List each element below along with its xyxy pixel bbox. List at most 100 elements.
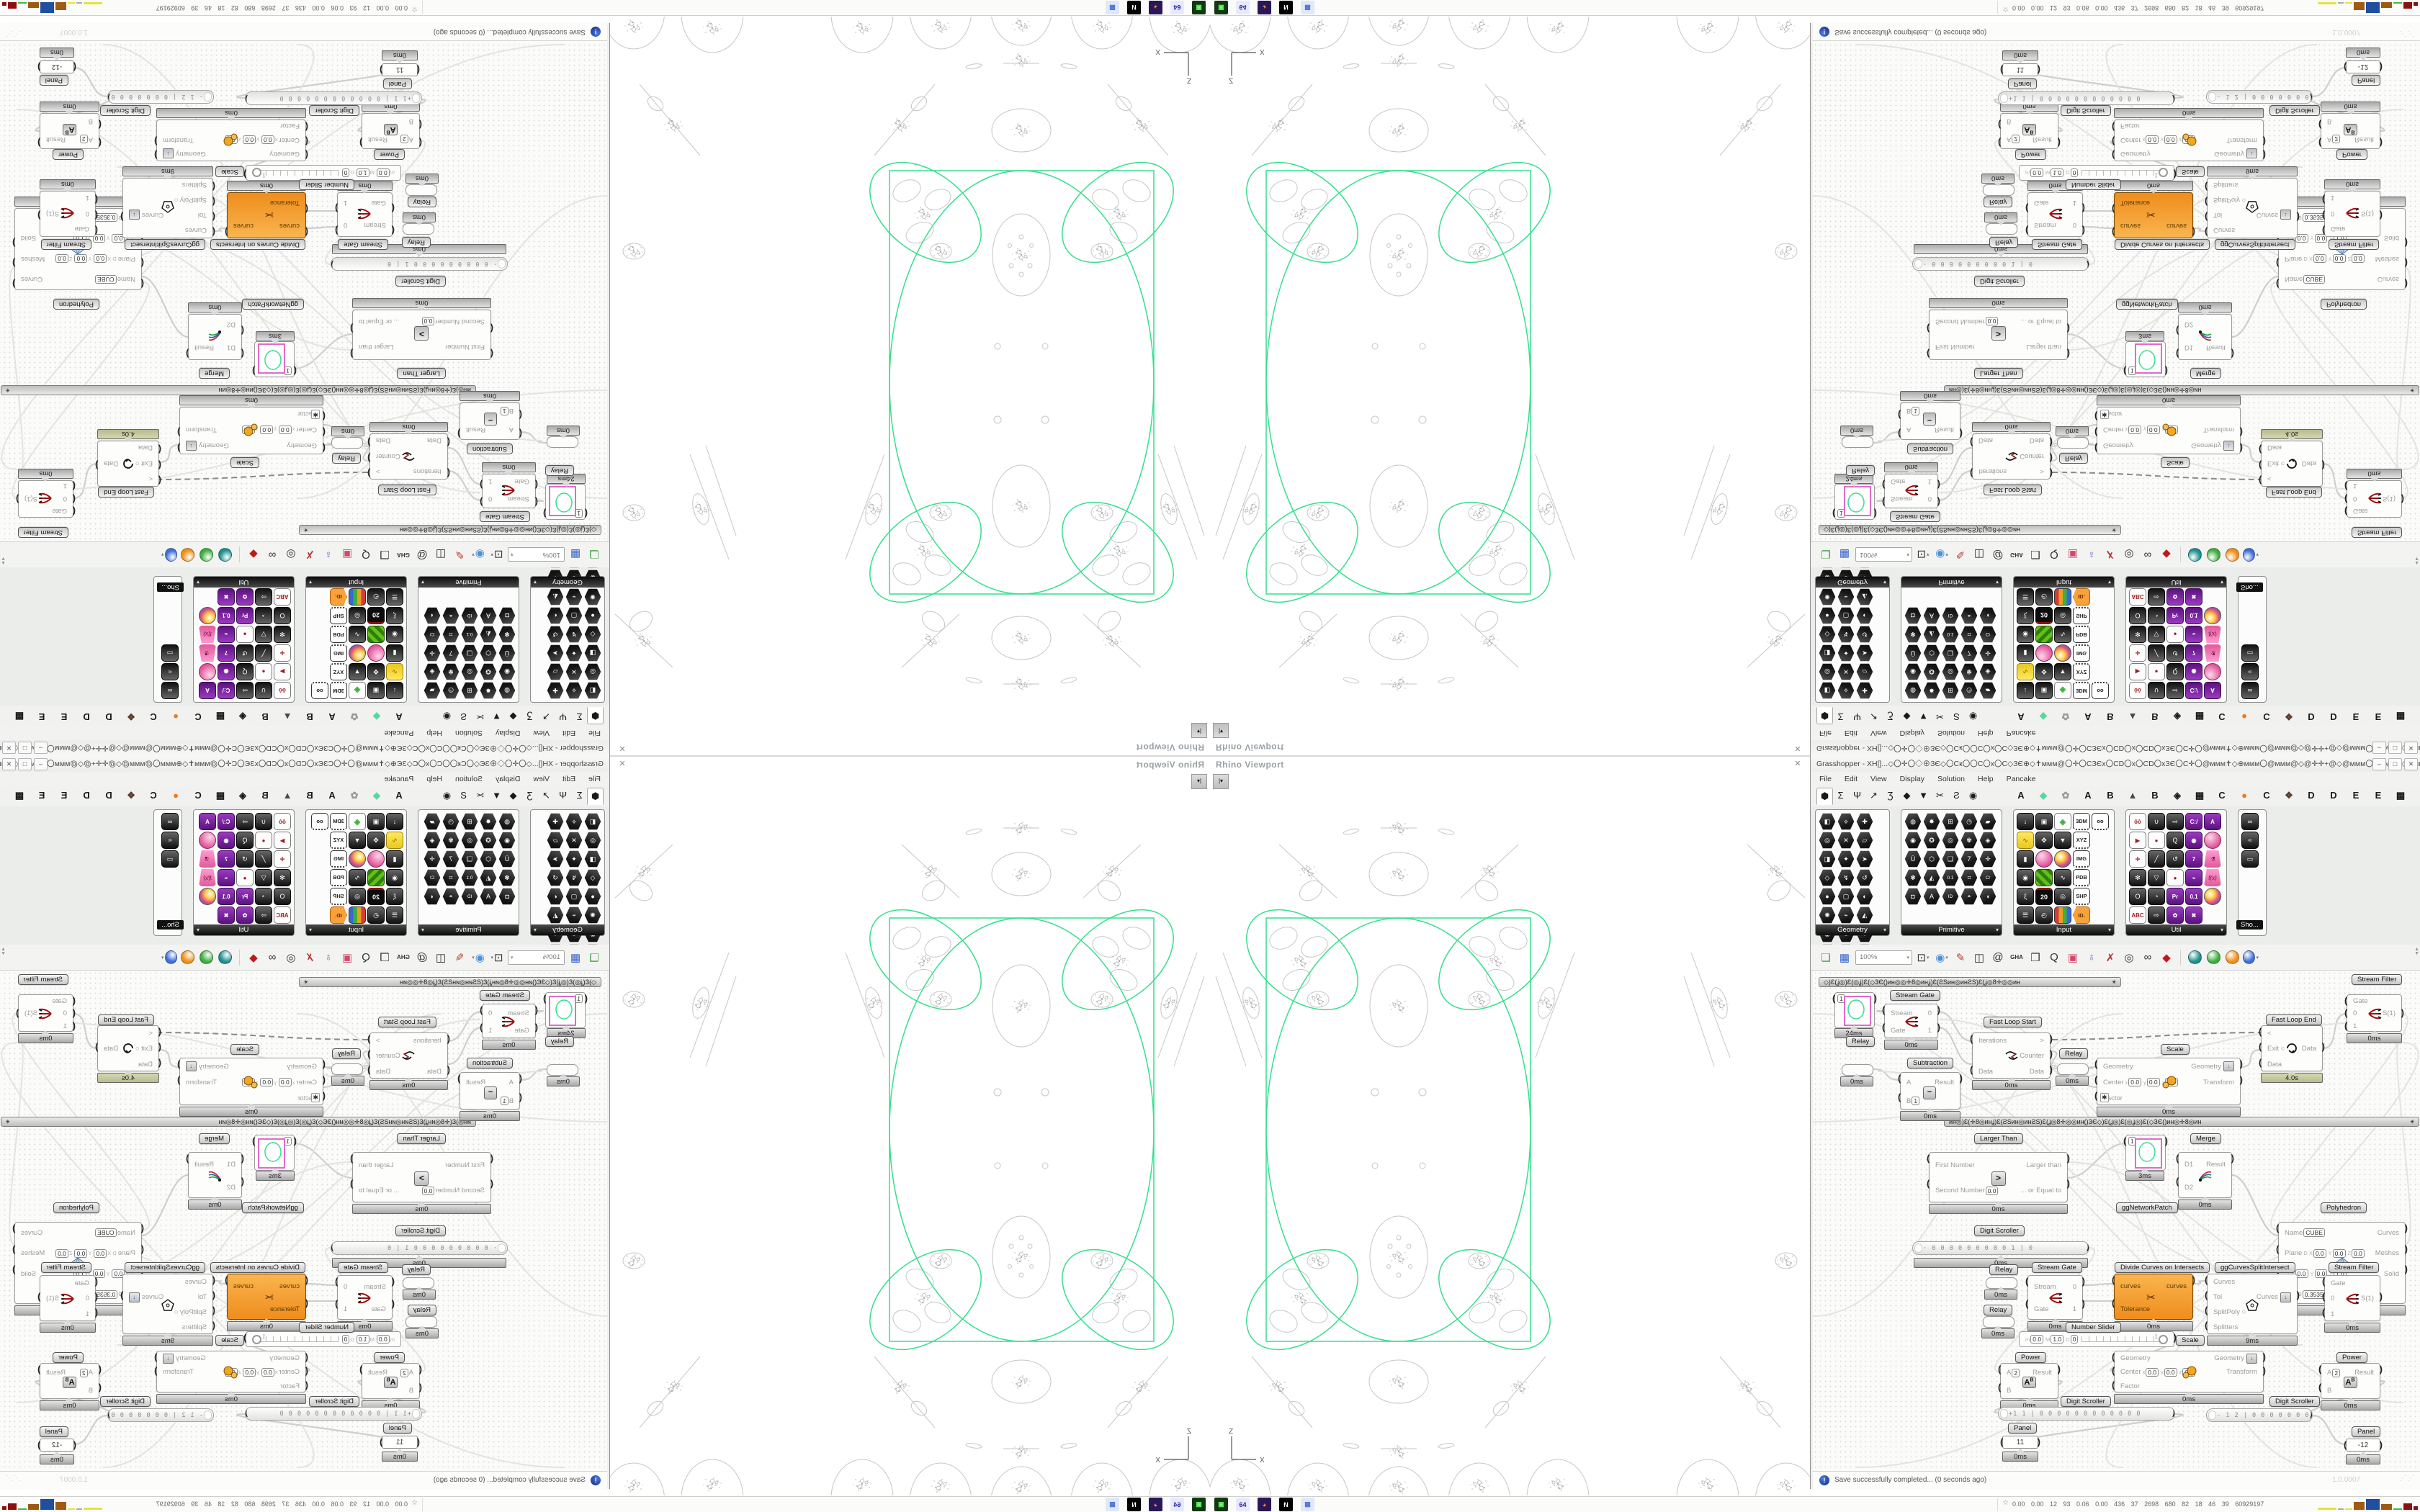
palette-component-icon[interactable]: ✾ bbox=[1960, 663, 1978, 680]
port-jack[interactable]: ( bbox=[2205, 1305, 2208, 1315]
port-jack[interactable]: ( bbox=[72, 493, 76, 505]
tab-plugin-7[interactable]: ◈ bbox=[2174, 790, 2181, 801]
tab-category-6-icon[interactable]: ▼ bbox=[1919, 790, 1928, 801]
menu-item-edit[interactable]: Edit bbox=[562, 774, 576, 783]
group-bar-button[interactable]: ✴ bbox=[2111, 526, 2117, 534]
palette-component-icon[interactable]: ↺ bbox=[236, 850, 254, 868]
name-tag-relay[interactable]: Relay bbox=[331, 1048, 361, 1059]
value-box[interactable]: 2 bbox=[2332, 1368, 2341, 1377]
port-jack[interactable]: ) bbox=[367, 437, 371, 449]
taskbar-app-system-monitor[interactable]: ▣ bbox=[1214, 1, 1228, 14]
port-jack[interactable]: ) bbox=[2057, 138, 2061, 148]
tab-plugin-14[interactable]: D bbox=[2330, 790, 2337, 801]
palette-component-icon[interactable] bbox=[2035, 626, 2053, 643]
palette-component-icon[interactable]: ▭ bbox=[161, 644, 179, 662]
node-gg-curves-split-intersect[interactable]: (Curves(Tol Curves ↓)(SplitPoly ○(Splitter… bbox=[2205, 1274, 2300, 1334]
name-tag-panel[interactable]: Panel bbox=[382, 78, 412, 89]
menu-item-solution[interactable]: Solution bbox=[455, 774, 483, 783]
palette-component-icon[interactable]: ◇ bbox=[584, 869, 601, 886]
name-tag-power[interactable]: Power bbox=[2336, 149, 2367, 160]
port-jack[interactable]: ( bbox=[2112, 1274, 2115, 1285]
tab-category-7-icon[interactable]: ✂ bbox=[476, 711, 484, 722]
palette-component-icon[interactable]: ✖ bbox=[2185, 906, 2202, 924]
tab-category-9-icon[interactable]: ◉ bbox=[1968, 790, 1978, 801]
palette-component-icon[interactable]: ◈ bbox=[1979, 832, 1996, 849]
node-divide-curves-on-intersects[interactable]: (curves curves)(Tolerance ✂ bbox=[2112, 192, 2195, 238]
menu-item-help[interactable]: Help bbox=[1977, 774, 1994, 783]
group-title-bar[interactable]: ◇)Ɛ(ʝ◎)Ɛ(◎ʝ)Ɛ(◇ЗЄ()ин◎◎✛8◎инʝ)Ɛ(ƧSин◎инƧ… bbox=[1819, 525, 2121, 535]
name-tag-divide-curves-on-intersects[interactable]: Divide Curves on Intersects bbox=[2115, 1262, 2210, 1273]
value-box[interactable]: 0.0 bbox=[74, 254, 88, 264]
window-titlebar[interactable]: Grasshopper - XH[]...◇〇✛〇◇⊕ЗЄ◇〇Cк〇〇C〇х〇C… bbox=[0, 756, 609, 773]
chevron-down-icon[interactable]: ▾ bbox=[534, 579, 537, 585]
port-jack[interactable]: ( bbox=[72, 506, 76, 517]
minimize-button[interactable]: – bbox=[2372, 758, 2386, 770]
palette-component-icon[interactable]: ◍ bbox=[1904, 682, 1922, 699]
palette-component-icon[interactable]: ▰ bbox=[424, 682, 441, 699]
palette-component-icon[interactable]: ⚗ bbox=[2204, 644, 2221, 662]
palette-component-icon[interactable]: ◷ bbox=[1960, 682, 1978, 699]
palette-component-icon[interactable]: A bbox=[2204, 813, 2221, 830]
port-jack[interactable]: ) bbox=[2379, 1364, 2383, 1374]
name-tag-subtraction[interactable]: Subtraction bbox=[466, 444, 513, 454]
value-box[interactable]: 0.0 bbox=[2352, 254, 2365, 264]
port-jack[interactable]: ( bbox=[2276, 258, 2280, 269]
tab-category-3-icon[interactable]: ↗ bbox=[1870, 711, 1878, 722]
node-power[interactable]: (A 2 Result)(B AB bbox=[2318, 113, 2383, 149]
palette-component-icon[interactable]: ◐ bbox=[547, 607, 564, 624]
palette-component-icon[interactable]: 20 bbox=[367, 607, 385, 624]
palette-component-icon[interactable]: ∿ bbox=[386, 832, 403, 849]
close-icon[interactable]: ✕ bbox=[1794, 744, 1801, 752]
port-jack[interactable]: ( bbox=[519, 410, 522, 420]
slider-handle[interactable] bbox=[2159, 1335, 2168, 1344]
palette-component-icon[interactable]: ABC bbox=[274, 906, 291, 924]
palette-component-icon[interactable]: ◉ bbox=[2185, 663, 2202, 680]
slider-d[interactable]: 0 bbox=[2070, 1335, 2079, 1344]
name-tag-scale[interactable]: Scale bbox=[2176, 166, 2205, 177]
palette-component-icon[interactable]: 7 bbox=[1960, 850, 1978, 868]
palette-component-icon[interactable]: ◘ bbox=[1904, 607, 1922, 624]
port-jack[interactable]: ( bbox=[94, 225, 98, 236]
name-tag-scale[interactable]: Scale bbox=[2161, 1044, 2190, 1055]
node-fast-loop-end[interactable]: (<(Exit ○ Data)(Data bbox=[95, 1025, 161, 1071]
toolbar-export-image-icon[interactable]: ❒ bbox=[2030, 951, 2040, 964]
node-stream-filter[interactable]: (Gate(0 S(1))(1 bbox=[2322, 1275, 2383, 1321]
palette-component-icon[interactable]: ▰ bbox=[1979, 682, 1996, 699]
menu-item-pancake[interactable]: Pancake bbox=[384, 729, 414, 738]
port-jack[interactable]: ) bbox=[335, 203, 339, 214]
port-jack[interactable]: ( bbox=[305, 135, 308, 147]
maximize-button[interactable]: □ bbox=[2388, 758, 2402, 770]
palette-component-icon[interactable]: ✺ bbox=[584, 588, 601, 606]
tab-plugin-9[interactable]: C bbox=[2218, 711, 2226, 722]
palette-component-icon[interactable]: ❑ bbox=[461, 644, 478, 662]
graft-flag[interactable]: ✱ bbox=[2100, 410, 2109, 419]
name-tag-stream-filter[interactable]: Stream Filter bbox=[40, 239, 91, 250]
port-jack[interactable]: ( bbox=[1882, 1022, 1886, 1032]
port-jack[interactable]: ) bbox=[12, 1264, 16, 1274]
toolbar-ball-teal-icon[interactable] bbox=[2187, 950, 2202, 966]
palette-component-icon[interactable]: ▭ bbox=[161, 850, 179, 868]
slider-d[interactable]: 0 bbox=[341, 1335, 350, 1344]
palette-component-icon[interactable]: oo bbox=[2092, 682, 2109, 699]
toolbar-jitter-wires-icon[interactable]: ✗ bbox=[305, 951, 315, 964]
slider-handle[interactable] bbox=[2159, 168, 2168, 177]
group-bar-button[interactable]: ✴ bbox=[303, 526, 309, 534]
port-jack[interactable]: ) bbox=[335, 1276, 339, 1287]
close-icon[interactable]: ✕ bbox=[619, 760, 626, 768]
palette-component-icon[interactable]: PDB bbox=[2073, 869, 2090, 886]
tray-monitor-icon[interactable]: ☆ bbox=[411, 1499, 418, 1507]
palette-component-icon[interactable]: ⇨ bbox=[255, 906, 272, 924]
node-subtraction[interactable]: (A Result)(B 1− bbox=[457, 402, 522, 440]
tab-plugin-15[interactable]: E bbox=[2352, 711, 2360, 722]
chevron-down-icon[interactable]: ▾ bbox=[1995, 927, 1999, 933]
node-scale[interactable]: (Geometry Geometry ↓)(Center x 0.0 y 0.0 z 0.0 Tr… bbox=[2112, 120, 2266, 161]
port-jack[interactable]: ) bbox=[12, 238, 16, 248]
port-jack[interactable]: ( bbox=[1970, 1033, 1973, 1044]
palette-component-icon[interactable]: ↺ bbox=[236, 644, 254, 662]
palette-component-icon[interactable]: ↓ bbox=[2017, 813, 2034, 830]
palette-component-icon[interactable]: ◉ bbox=[218, 663, 235, 680]
tab-category-0-icon[interactable]: ⬢ bbox=[587, 788, 604, 805]
port-jack[interactable]: ( bbox=[2322, 1306, 2326, 1318]
palette-component-icon[interactable]: A bbox=[480, 888, 497, 905]
node-scale[interactable]: (Geometry Geometry ↓)(Center x 0.0 y 0.0 z 0.0 Tr… bbox=[177, 1058, 326, 1105]
